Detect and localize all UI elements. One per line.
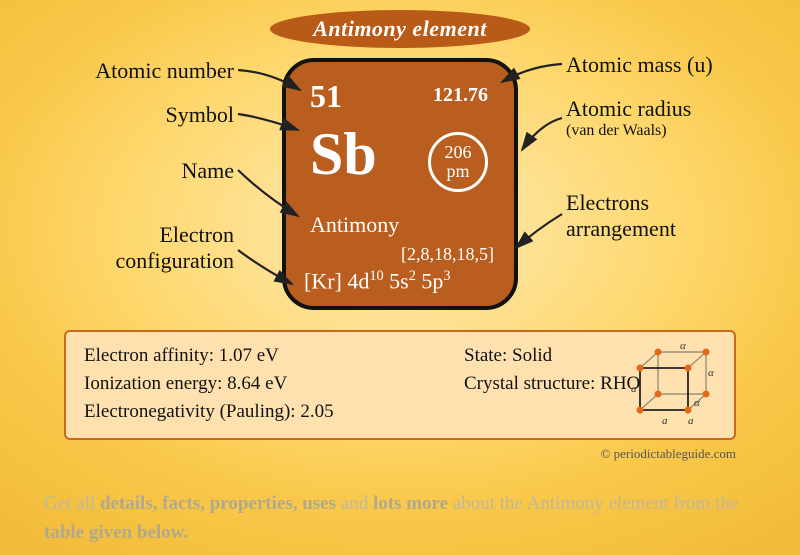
footer-part: Get all: [44, 493, 100, 514]
label-atomic-number: Atomic number: [95, 58, 234, 84]
element-symbol: Sb: [310, 124, 377, 184]
cube-a: a: [662, 415, 668, 427]
label-atomic-radius-sub: (van der Waals): [566, 122, 691, 140]
atomic-radius-circle: 206 pm: [428, 132, 488, 192]
properties-box: Electron affinity: 1.07 eV Ionization en…: [64, 330, 736, 440]
pair-label: Crystal structure:: [464, 373, 600, 394]
cube-a: a: [631, 383, 637, 395]
label-atomic-radius-text: Atomic radius: [566, 96, 691, 121]
label-electron-config: Electron configuration: [115, 222, 234, 275]
cube-alpha: α: [708, 367, 714, 379]
electronegativity: Electronegativity (Pauling): 2.05: [84, 398, 404, 426]
atomic-mass-value: 121.76: [433, 84, 488, 107]
econf-sup: 2: [409, 268, 416, 284]
pair-value: 8.64 eV: [227, 373, 287, 394]
cube-alpha: α: [694, 397, 700, 409]
label-atomic-radius: Atomic radius (van der Waals): [566, 96, 691, 140]
footer-text: Get all details, facts, properties, uses…: [44, 490, 756, 547]
footer-part: and: [336, 493, 373, 514]
label-name: Name: [181, 158, 234, 184]
title-pill: Antimony element: [270, 10, 530, 48]
footer-bold: table given below.: [44, 522, 188, 543]
electron-affinity: Electron affinity: 1.07 eV: [84, 342, 404, 370]
footer-part: about the Antimony element from the: [448, 493, 738, 514]
crystal-cube-icon: α α α a a a: [628, 342, 718, 428]
footer-bold: lots more: [373, 493, 448, 514]
econf-sup: 10: [369, 268, 383, 284]
atomic-number-value: 51: [310, 78, 342, 115]
radius-value: 206: [445, 143, 472, 162]
econf-part: 5p: [416, 268, 444, 293]
pair-value: Solid: [512, 345, 552, 366]
label-electrons-arrangement: Electrons arrangement: [566, 190, 676, 243]
pair-value: 1.07 eV: [219, 345, 279, 366]
pair-label: State:: [464, 345, 512, 366]
pair-value: 2.05: [300, 401, 333, 422]
ionization-energy: Ionization energy: 8.64 eV: [84, 370, 404, 398]
electrons-arrangement-value: [2,8,18,18,5]: [401, 244, 494, 265]
element-tile: 51 121.76 Sb 206 pm Antimony [2,8,18,18,…: [282, 58, 518, 310]
cube-a: a: [688, 415, 694, 427]
title-text: Antimony element: [313, 16, 487, 42]
pair-label: Electronegativity (Pauling):: [84, 401, 300, 422]
footer-bold: details, facts, properties, uses: [100, 493, 336, 514]
econf-part: [Kr] 4d: [304, 268, 369, 293]
cube-alpha: α: [680, 342, 686, 352]
pair-label: Ionization energy:: [84, 373, 227, 394]
label-symbol: Symbol: [166, 102, 234, 128]
credit-text: © periodictableguide.com: [601, 446, 737, 462]
econf-part: 5s: [384, 268, 409, 293]
pair-label: Electron affinity:: [84, 345, 219, 366]
econf-sup: 3: [443, 268, 450, 284]
electron-configuration-value: [Kr] 4d10 5s2 5p3: [304, 268, 451, 294]
element-name: Antimony: [310, 212, 399, 238]
radius-unit: pm: [446, 162, 469, 181]
label-atomic-mass: Atomic mass (u): [566, 52, 713, 78]
